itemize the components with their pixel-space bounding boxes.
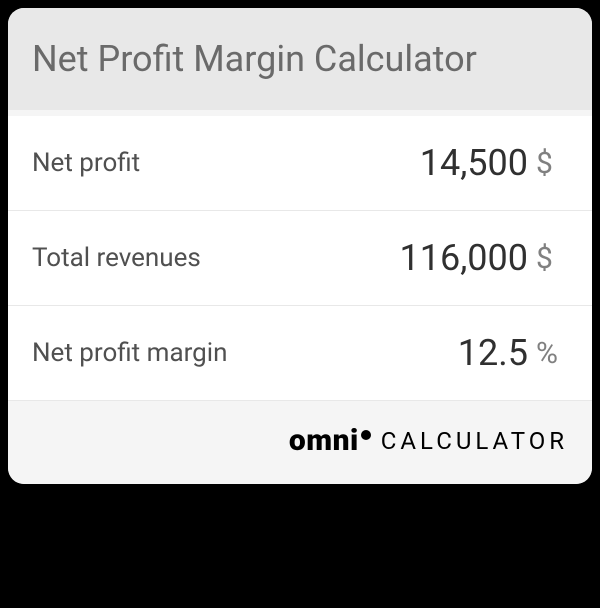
calculator-card: Net Profit Margin Calculator Net profit … — [8, 8, 592, 484]
row-label: Total revenues — [32, 243, 400, 273]
brand-logo-primary: omni — [289, 423, 359, 458]
row-value: 116,000 — [400, 237, 528, 279]
input-row-total-revenues[interactable]: Total revenues 116,000 $ — [8, 210, 592, 305]
calculator-rows: Net profit 14,500 $ Total revenues 116,0… — [8, 116, 592, 400]
card-footer: omni CALCULATOR — [8, 400, 592, 484]
row-label: Net profit — [32, 148, 420, 178]
row-label: Net profit margin — [32, 338, 458, 368]
row-value: 14,500 — [420, 142, 528, 184]
card-header: Net Profit Margin Calculator — [8, 8, 592, 110]
input-row-net-profit[interactable]: Net profit 14,500 $ — [8, 116, 592, 210]
page-title: Net Profit Margin Calculator — [32, 38, 568, 80]
output-row-net-profit-margin[interactable]: Net profit margin 12.5 % — [8, 305, 592, 400]
row-value: 12.5 — [458, 332, 528, 374]
row-unit: % — [536, 336, 568, 371]
row-unit: $ — [536, 241, 568, 276]
brand-logo-secondary: CALCULATOR — [381, 427, 568, 455]
brand-dot-icon — [361, 430, 371, 440]
row-unit: $ — [536, 146, 568, 181]
